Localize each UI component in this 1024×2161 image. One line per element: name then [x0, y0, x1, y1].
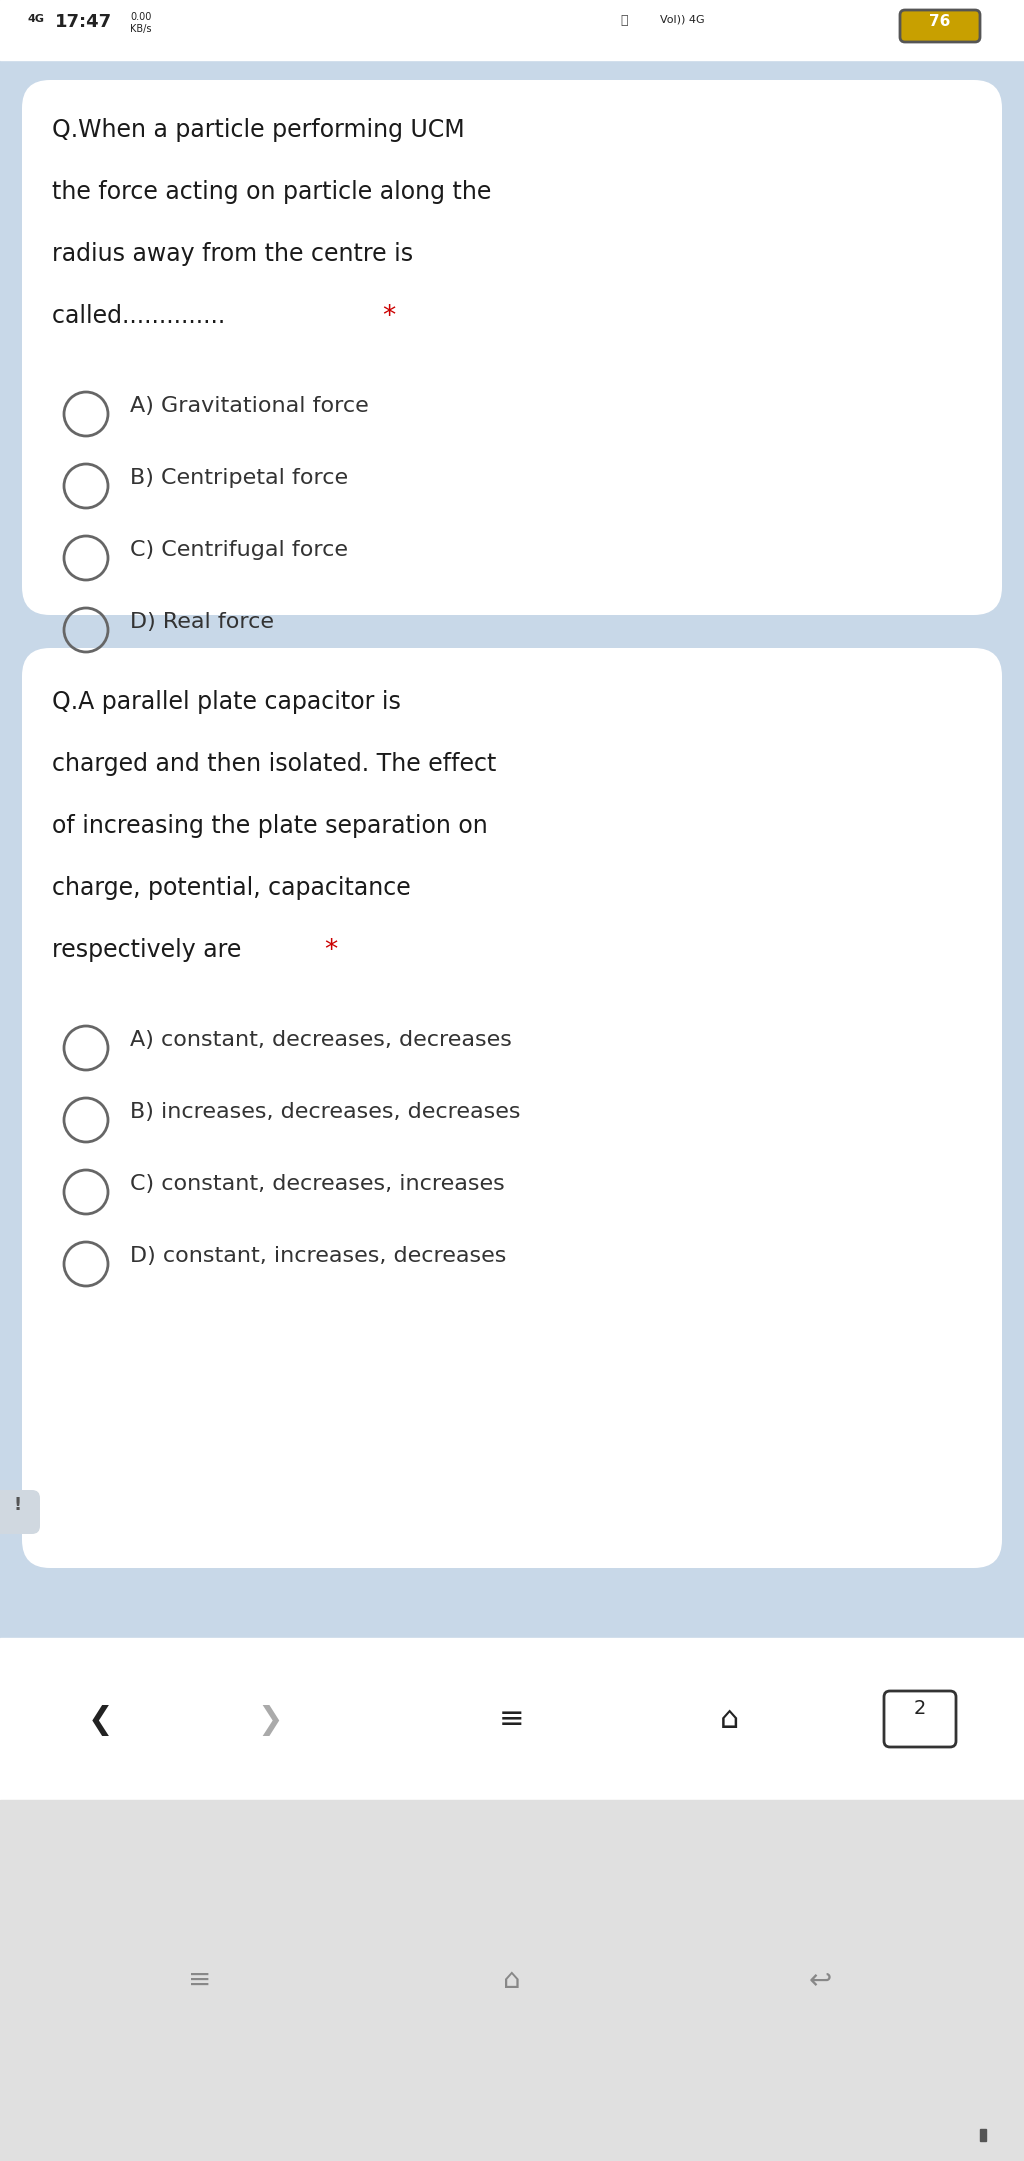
FancyBboxPatch shape [22, 80, 1002, 616]
Text: ↩: ↩ [808, 1967, 831, 1995]
Text: called..............: called.............. [52, 305, 232, 328]
Text: 0.00: 0.00 [130, 13, 152, 22]
Text: *: * [324, 938, 337, 964]
FancyBboxPatch shape [0, 1489, 40, 1534]
Text: Q.A parallel plate capacitor is: Q.A parallel plate capacitor is [52, 689, 400, 713]
Text: ≡: ≡ [500, 1705, 524, 1733]
Text: ❯: ❯ [257, 1705, 283, 1735]
Text: 17:47: 17:47 [55, 13, 112, 30]
Bar [0, 1800, 1024, 2161]
Text: charged and then isolated. The effect: charged and then isolated. The effect [52, 752, 497, 776]
Text: ⌂: ⌂ [720, 1705, 739, 1733]
Text: ≡: ≡ [188, 1967, 212, 1995]
Text: 76: 76 [930, 13, 950, 28]
Text: C) Centrifugal force: C) Centrifugal force [130, 540, 348, 560]
Text: ❮: ❮ [87, 1705, 113, 1735]
Text: B) Centripetal force: B) Centripetal force [130, 469, 348, 488]
Text: *: * [382, 305, 395, 331]
Text: C) constant, decreases, increases: C) constant, decreases, increases [130, 1173, 505, 1195]
Text: D) constant, increases, decreases: D) constant, increases, decreases [130, 1247, 507, 1266]
Text: ⏰: ⏰ [620, 13, 628, 26]
Text: A) constant, decreases, decreases: A) constant, decreases, decreases [130, 1031, 512, 1050]
Text: ⌂: ⌂ [503, 1967, 521, 1995]
Text: the force acting on particle along the: the force acting on particle along the [52, 179, 492, 203]
Text: 4G: 4G [28, 13, 45, 24]
Text: A) Gravitational force: A) Gravitational force [130, 395, 369, 417]
Text: respectively are: respectively are [52, 938, 249, 962]
FancyBboxPatch shape [22, 648, 1002, 1569]
Text: KB/s: KB/s [130, 24, 152, 35]
Text: Vol)) 4G: Vol)) 4G [660, 13, 705, 24]
Text: D) Real force: D) Real force [130, 612, 274, 631]
FancyBboxPatch shape [900, 11, 980, 41]
Text: radius away from the centre is: radius away from the centre is [52, 242, 413, 266]
Text: 2: 2 [913, 1699, 926, 1718]
Bar [0, 1638, 1024, 1800]
FancyBboxPatch shape [884, 1692, 956, 1746]
Bar [980, 2129, 986, 2142]
Text: !: ! [14, 1495, 23, 1515]
Text: charge, potential, capacitance: charge, potential, capacitance [52, 875, 411, 899]
Bar [0, 0, 1024, 61]
Text: of increasing the plate separation on: of increasing the plate separation on [52, 815, 487, 838]
Text: Q.When a particle performing UCM: Q.When a particle performing UCM [52, 119, 465, 143]
Text: B) increases, decreases, decreases: B) increases, decreases, decreases [130, 1102, 520, 1122]
